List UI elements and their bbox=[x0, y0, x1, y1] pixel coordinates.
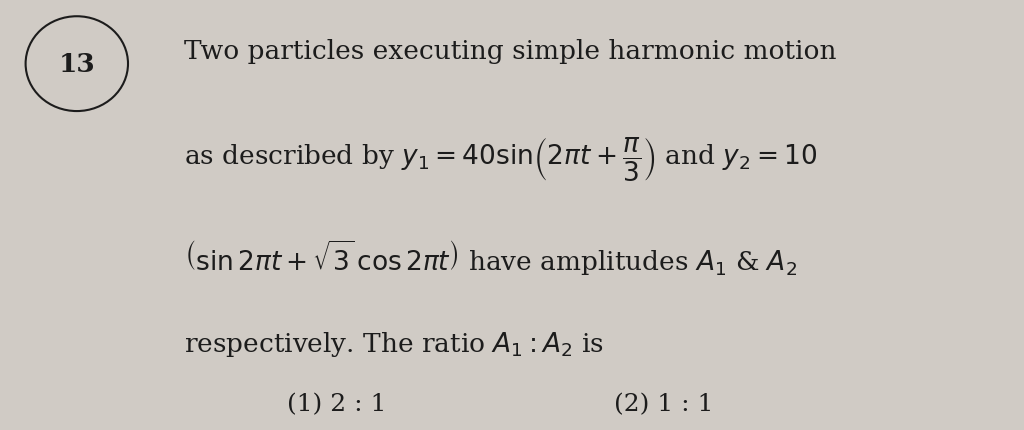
Text: 13: 13 bbox=[58, 52, 95, 77]
Text: Two particles executing simple harmonic motion: Two particles executing simple harmonic … bbox=[184, 39, 837, 64]
Text: $\left(\sin 2\pi t + \sqrt{3}\,\cos 2\pi t\right)$ have amplitudes $A_1$ & $A_2$: $\left(\sin 2\pi t + \sqrt{3}\,\cos 2\pi… bbox=[184, 238, 798, 278]
Text: (2) 1 : 1: (2) 1 : 1 bbox=[614, 393, 714, 416]
Text: respectively. The ratio $A_1 : A_2$ is: respectively. The ratio $A_1 : A_2$ is bbox=[184, 329, 604, 359]
Text: as described by $y_1 = 40\sin\!\left(2\pi t+\dfrac{\pi}{3}\right)$ and $y_2 = 10: as described by $y_1 = 40\sin\!\left(2\p… bbox=[184, 135, 817, 183]
Text: (1) 2 : 1: (1) 2 : 1 bbox=[287, 393, 386, 416]
